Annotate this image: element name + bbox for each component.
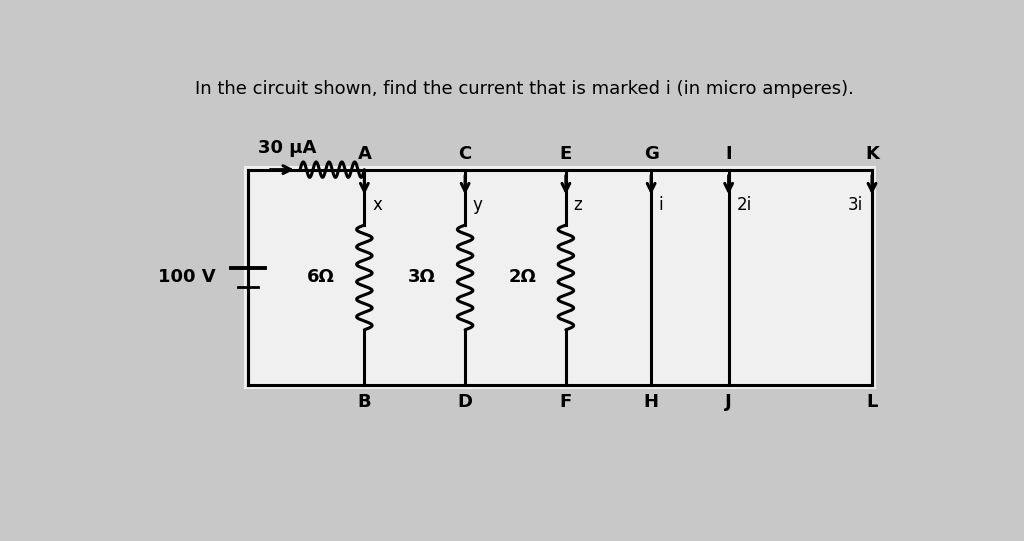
Text: J: J — [725, 393, 732, 411]
Text: C: C — [459, 146, 472, 163]
Text: 2i: 2i — [736, 196, 752, 214]
Text: z: z — [573, 196, 583, 214]
Text: F: F — [560, 393, 572, 411]
Text: G: G — [644, 146, 658, 163]
Text: D: D — [458, 393, 473, 411]
Text: 30 μA: 30 μA — [258, 138, 316, 156]
Text: H: H — [644, 393, 658, 411]
Text: 2Ω: 2Ω — [509, 268, 537, 286]
Text: I: I — [725, 146, 732, 163]
Text: E: E — [560, 146, 572, 163]
Text: A: A — [357, 146, 372, 163]
Text: 3Ω: 3Ω — [408, 268, 435, 286]
Text: B: B — [357, 393, 371, 411]
Text: x: x — [372, 196, 382, 214]
Text: In the circuit shown, find the current that is marked i (in micro amperes).: In the circuit shown, find the current t… — [196, 80, 854, 97]
Text: 100 V: 100 V — [158, 268, 216, 286]
Text: i: i — [658, 196, 664, 214]
Text: K: K — [865, 146, 879, 163]
FancyBboxPatch shape — [245, 166, 876, 389]
Text: L: L — [866, 393, 878, 411]
Text: y: y — [473, 196, 482, 214]
Text: 3i: 3i — [848, 196, 862, 214]
Text: 6Ω: 6Ω — [307, 268, 335, 286]
